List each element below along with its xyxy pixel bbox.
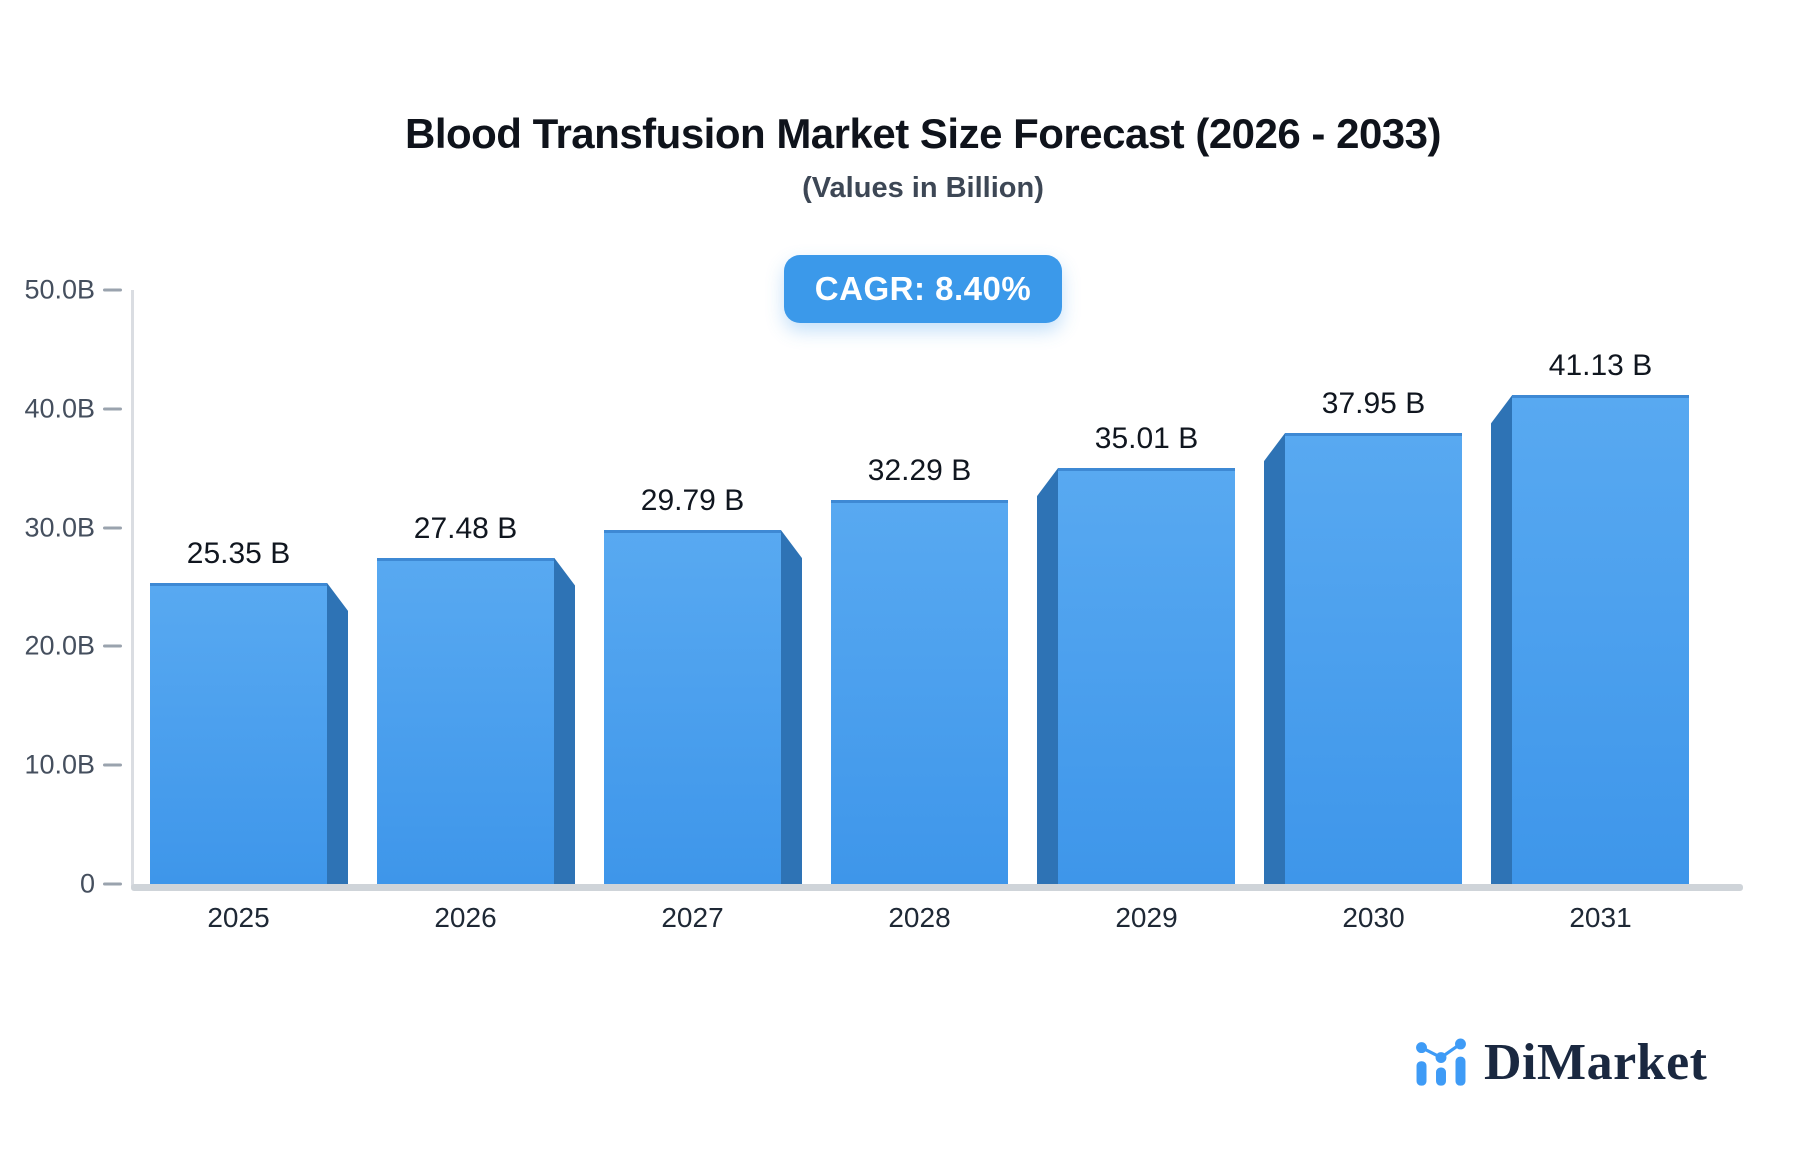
bar-2029 bbox=[1058, 468, 1235, 884]
x-axis-label-2029: 2029 bbox=[1115, 902, 1178, 933]
bar-side-face bbox=[1491, 395, 1512, 884]
chart-subtitle: (Values in Billion) bbox=[802, 172, 1044, 204]
y-axis-tick-label: 0 bbox=[79, 868, 95, 899]
bar-2027 bbox=[604, 530, 781, 884]
bar-value-label: 37.95 B bbox=[1321, 387, 1426, 421]
bar-value-label: 27.48 B bbox=[413, 511, 518, 545]
y-axis-tick-mark bbox=[103, 763, 122, 767]
y-axis-line bbox=[131, 290, 134, 887]
cagr-badge: CAGR: 8.40% bbox=[784, 255, 1062, 323]
y-axis-tick-mark bbox=[103, 288, 122, 292]
bar-value-label: 25.35 B bbox=[186, 536, 291, 570]
bar-2025 bbox=[150, 582, 327, 884]
y-axis-tick-mark bbox=[103, 407, 122, 411]
bar-value-label: 32.29 B bbox=[867, 454, 972, 488]
x-axis-label-2030: 2030 bbox=[1342, 902, 1405, 933]
bar-chart-logo-icon bbox=[1416, 1038, 1466, 1086]
bar-value-label: 41.13 B bbox=[1548, 349, 1653, 383]
bar-value-label: 35.01 B bbox=[1094, 422, 1199, 456]
bar-2026 bbox=[377, 557, 554, 884]
x-axis-baseline bbox=[131, 884, 1743, 891]
x-axis-label-2028: 2028 bbox=[888, 902, 951, 933]
bar-2030 bbox=[1285, 433, 1462, 884]
y-axis-tick-label: 20.0B bbox=[24, 630, 95, 661]
bar-side-face bbox=[1037, 468, 1058, 884]
bar-side-face bbox=[1264, 433, 1285, 884]
brand-logo: DiMarket bbox=[1412, 1034, 1707, 1092]
y-axis-tick-label: 40.0B bbox=[24, 393, 95, 424]
bar-side-face bbox=[554, 557, 575, 884]
chart-title: Blood Transfusion Market Size Forecast (… bbox=[404, 110, 1442, 157]
x-axis-label-2026: 2026 bbox=[434, 902, 497, 933]
y-axis-tick-label: 10.0B bbox=[24, 749, 95, 780]
bar-2028 bbox=[831, 500, 1008, 884]
x-axis-label-2025: 2025 bbox=[207, 902, 270, 933]
brand-name: DiMarket bbox=[1484, 1034, 1708, 1091]
bar-value-label: 29.79 B bbox=[640, 484, 745, 518]
x-axis-label-2027: 2027 bbox=[661, 902, 724, 933]
y-axis-tick-mark bbox=[103, 882, 122, 886]
bar-side-face bbox=[781, 530, 802, 884]
x-axis-label-2031: 2031 bbox=[1569, 902, 1632, 933]
y-axis-tick-label: 50.0B bbox=[24, 274, 95, 305]
y-axis-tick-mark bbox=[103, 526, 122, 530]
y-axis-tick-label: 30.0B bbox=[24, 512, 95, 543]
y-axis-tick-mark bbox=[103, 644, 122, 648]
bar-side-face bbox=[327, 582, 348, 884]
bar-2031 bbox=[1512, 395, 1689, 884]
cagr-badge-label: CAGR: 8.40% bbox=[814, 270, 1032, 307]
